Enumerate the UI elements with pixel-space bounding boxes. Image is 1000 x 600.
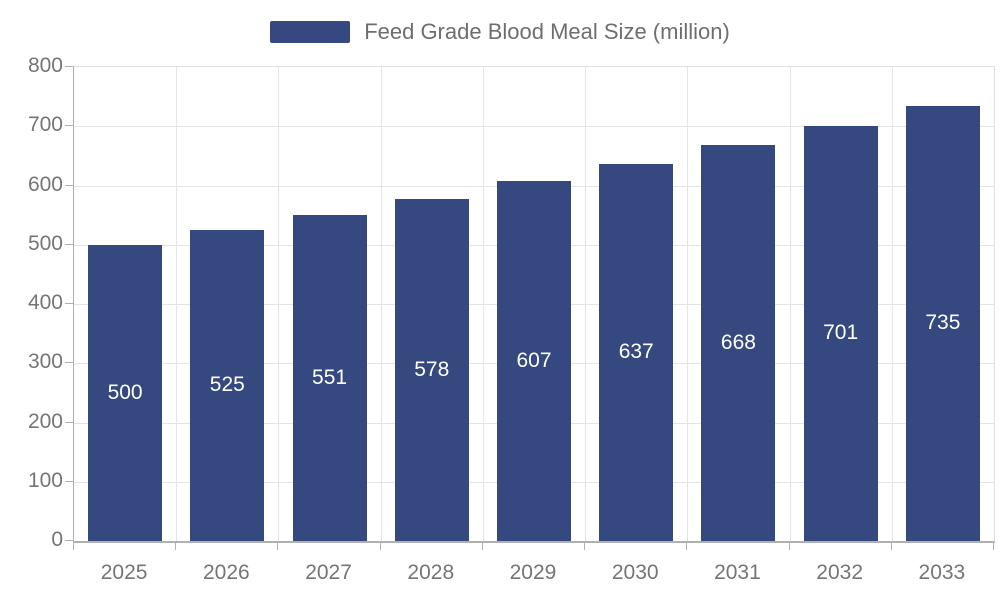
y-tick-mark — [65, 184, 73, 186]
x-tick-mark — [890, 542, 892, 550]
gridline-vertical — [176, 67, 178, 541]
y-tick-mark — [65, 480, 73, 482]
x-tick-label-2025: 2025 — [100, 561, 148, 584]
x-tick-mark — [379, 542, 381, 550]
bar-2025: 500 — [88, 244, 163, 541]
gridline-vertical — [687, 67, 689, 541]
x-tick-mark — [175, 542, 177, 550]
x-tick-label-2029: 2029 — [509, 561, 557, 584]
gridline-horizontal — [74, 126, 994, 128]
x-tick-mark — [993, 542, 994, 550]
x-tick-mark — [788, 542, 790, 550]
bar-value-label: 668 — [720, 331, 756, 355]
gridline-vertical — [789, 67, 791, 541]
y-tick-label: 500 — [27, 231, 63, 255]
x-tick-label-2027: 2027 — [305, 561, 352, 584]
x-tick-label-2028: 2028 — [407, 561, 455, 584]
bar-value-label: 500 — [107, 380, 143, 404]
bar-value-label: 525 — [209, 373, 245, 397]
x-tick-mark — [584, 542, 586, 550]
y-tick-label: 800 — [27, 54, 63, 77]
gridline-vertical — [891, 67, 893, 541]
y-tick-mark — [65, 540, 73, 541]
y-tick-mark — [65, 243, 73, 245]
y-tick-label: 200 — [27, 409, 63, 433]
x-tick-mark — [686, 542, 688, 550]
x-tick-label-2030: 2030 — [611, 561, 659, 584]
y-tick-mark — [65, 362, 73, 364]
bar-value-label: 551 — [312, 365, 348, 389]
bar-2026: 525 — [190, 229, 265, 541]
x-tick-label-2032: 2032 — [816, 561, 864, 584]
x-tick-mark — [73, 542, 74, 550]
plot-area: 500 525 551 578 607 637 668 701 735 — [73, 66, 995, 543]
x-tick-mark — [277, 542, 279, 550]
bar-2027: 551 — [292, 214, 367, 541]
bar-2029: 607 — [497, 181, 571, 541]
x-tick-mark — [481, 542, 483, 550]
gridline-vertical — [482, 67, 484, 541]
bar-value-label: 637 — [618, 340, 654, 364]
y-tick-label: 600 — [27, 172, 63, 196]
y-tick-label: 300 — [27, 350, 63, 374]
gridline-vertical — [380, 67, 382, 541]
legend-swatch — [270, 21, 351, 43]
y-tick-label: 400 — [27, 291, 63, 314]
bar-2030: 637 — [599, 163, 674, 541]
bar-value-label: 701 — [823, 321, 859, 345]
legend-label: Feed Grade Blood Meal Size (million) — [364, 19, 730, 44]
x-tick-label-2026: 2026 — [202, 561, 250, 584]
gridline-vertical — [585, 67, 587, 541]
y-tick-label: 100 — [27, 468, 63, 492]
y-tick-label: 0 — [51, 528, 63, 551]
y-tick-mark — [65, 421, 73, 423]
y-tick-mark — [65, 303, 73, 304]
bar-2033: 735 — [905, 105, 980, 541]
bar-value-label: 607 — [516, 349, 552, 373]
y-tick-label: 700 — [27, 113, 63, 137]
bar-2028: 578 — [394, 198, 469, 541]
x-tick-label-2031: 2031 — [714, 561, 761, 584]
bar-value-label: 735 — [925, 311, 961, 335]
chart-legend[interactable]: Feed Grade Blood Meal Size (million) — [0, 16, 1000, 48]
y-tick-mark — [65, 66, 73, 67]
bar-2032: 701 — [803, 125, 878, 541]
bar-2031: 668 — [701, 145, 776, 541]
y-tick-mark — [65, 125, 73, 127]
bar-value-label: 578 — [414, 357, 450, 381]
x-tick-label-2033: 2033 — [918, 561, 966, 584]
gridline-vertical — [278, 67, 280, 541]
